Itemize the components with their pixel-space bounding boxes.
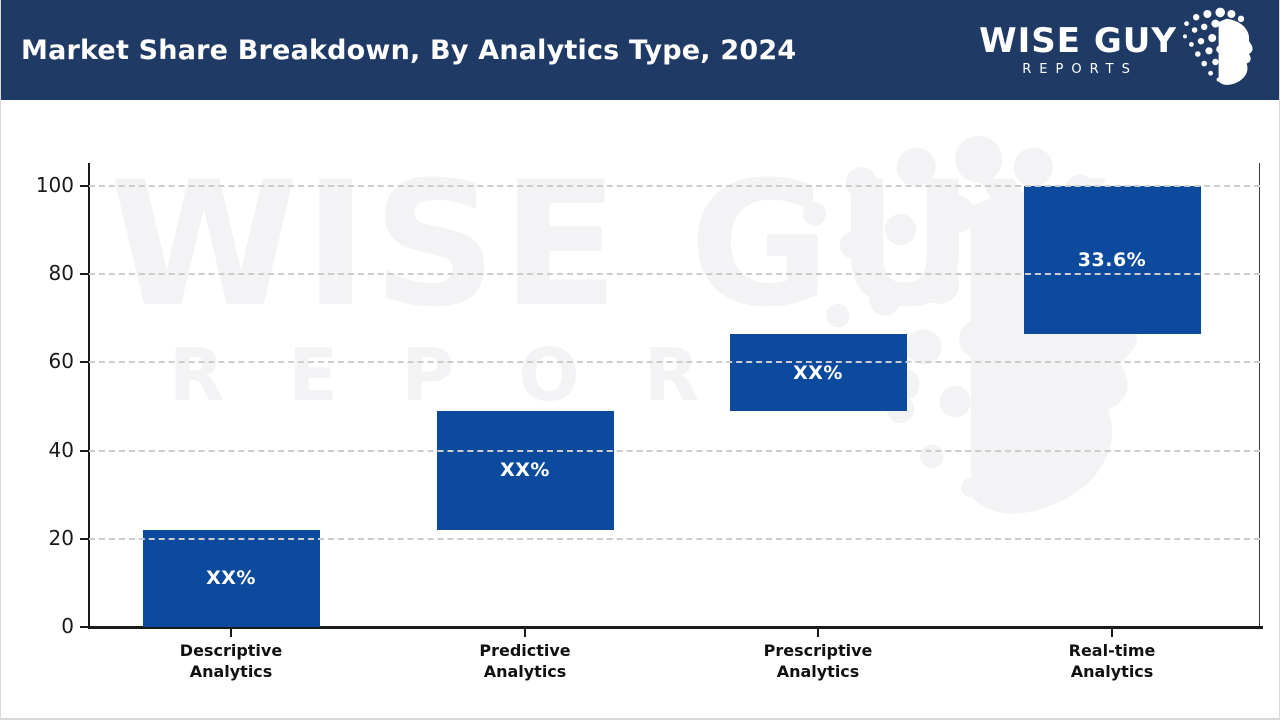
watermark-text-line1: WISE GUY bbox=[109, 144, 1110, 345]
gridline-y40 bbox=[89, 449, 1260, 452]
y-tick-mark bbox=[80, 273, 89, 276]
y-tick-label: 100 bbox=[35, 173, 74, 197]
y-tick-mark bbox=[80, 537, 89, 540]
y-tick-label: 40 bbox=[48, 437, 74, 462]
gridline-y60 bbox=[89, 361, 1260, 364]
wiseguy-logo-line2: REPORTS bbox=[1022, 62, 1138, 77]
y-tick-mark bbox=[80, 626, 89, 628]
y-tick-mark bbox=[80, 449, 89, 452]
bar-value-label: XX% bbox=[206, 567, 256, 590]
y-tick-label: 20 bbox=[48, 525, 74, 550]
wiseguy-logo-line1: WISE GUY bbox=[979, 21, 1177, 61]
x-tick-mark bbox=[230, 629, 232, 637]
chart-title: Market Share Breakdown, By Analytics Typ… bbox=[21, 34, 797, 66]
bar-real-time-analytics: 33.6% bbox=[1023, 186, 1201, 335]
y-tick-mark bbox=[80, 361, 89, 364]
plot-area: 0 20 40 60 80 100 XX% Descriptive Analytics XX% Pr… bbox=[1, 100, 1279, 718]
wiseguy-logo-text: WISE GUY REPORTS bbox=[979, 23, 1177, 77]
x-category-label: Descriptive Analytics bbox=[179, 641, 283, 681]
right-spine-line bbox=[1259, 163, 1260, 628]
gridline-y100 bbox=[89, 185, 1260, 187]
x-category-label: Predictive Analytics bbox=[479, 641, 571, 681]
y-tick-mark bbox=[80, 185, 89, 187]
x-tick-mark bbox=[524, 629, 526, 637]
x-tick-mark bbox=[1111, 629, 1113, 637]
x-category-label: Real-time Analytics bbox=[1068, 641, 1156, 681]
bar-prescriptive-analytics: XX% bbox=[729, 334, 907, 411]
bar-value-label: 33.6% bbox=[1077, 249, 1147, 272]
header-bar: Market Share Breakdown, By Analytics Typ… bbox=[1, 0, 1279, 100]
bar-descriptive-analytics: XX% bbox=[142, 529, 320, 627]
wiseguy-face-icon bbox=[1183, 7, 1253, 85]
x-tick-mark bbox=[817, 629, 819, 637]
x-category-label: Prescriptive Analytics bbox=[763, 641, 873, 681]
bar-value-label: XX% bbox=[793, 361, 843, 384]
y-tick-label: 80 bbox=[48, 261, 74, 286]
wiseguy-logo: WISE GUY REPORTS bbox=[979, 4, 1263, 96]
bar-predictive-analytics: XX% bbox=[436, 410, 614, 530]
gridline-y80 bbox=[89, 273, 1260, 276]
gridline-y20 bbox=[89, 537, 1260, 540]
x-axis-line bbox=[88, 626, 1263, 629]
y-tick-label: 60 bbox=[48, 349, 74, 374]
y-axis-line bbox=[88, 163, 90, 628]
y-tick-label: 0 bbox=[61, 614, 74, 638]
bar-value-label: XX% bbox=[500, 459, 550, 482]
